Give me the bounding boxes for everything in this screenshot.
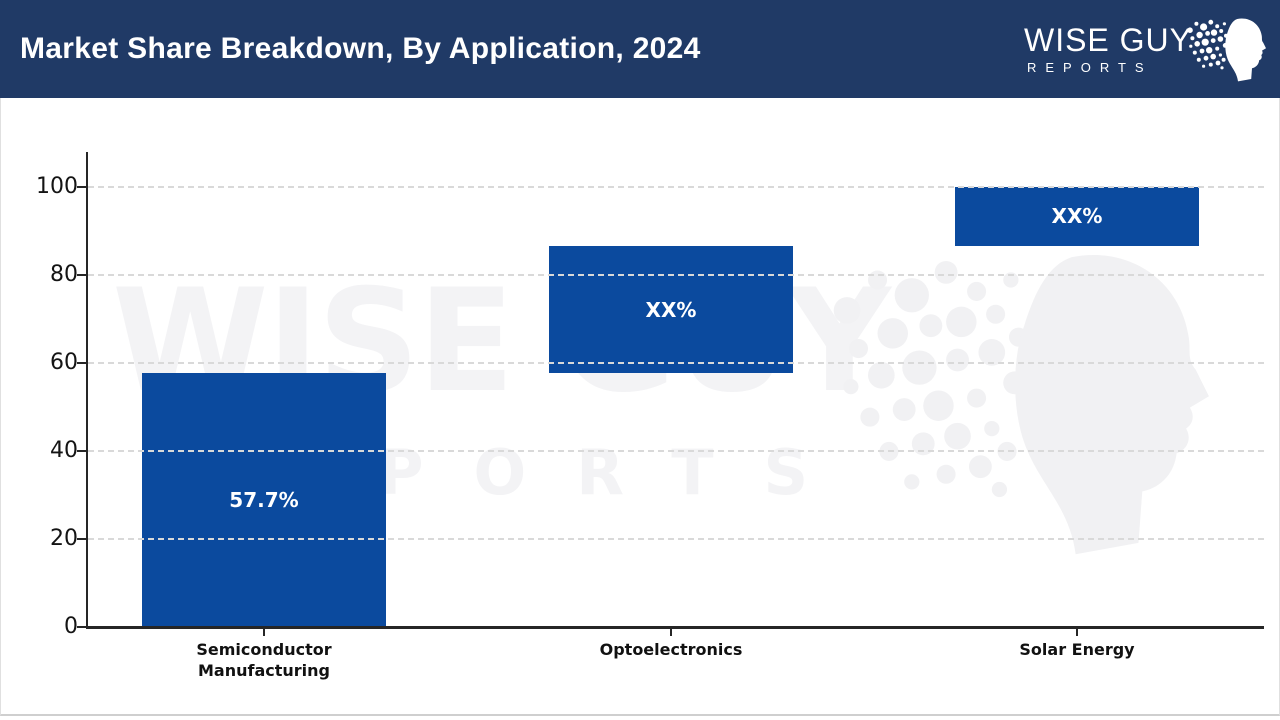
header-bar: Market Share Breakdown, By Application, … <box>0 0 1280 98</box>
x-tick-optoelectronics <box>670 628 672 636</box>
y-axis <box>86 152 88 628</box>
y-tick-label-40: 40 <box>50 438 78 463</box>
x-axis-label-semiconductor-manufacturing: Semiconductor Manufacturing <box>196 640 332 680</box>
gridline-100 <box>88 186 1264 188</box>
gridline-60 <box>88 362 1264 364</box>
x-axis-label-solar-energy: Solar Energy <box>1019 640 1135 659</box>
y-tick-label-20: 20 <box>50 526 78 551</box>
y-tick-80 <box>77 274 86 276</box>
logo-wordmark: WISE GUY <box>1023 22 1192 58</box>
y-tick-0 <box>77 626 86 628</box>
gridline-80 <box>88 274 1264 276</box>
gridline-20 <box>88 538 1264 540</box>
y-tick-100 <box>77 186 86 188</box>
bar-optoelectronics: XX% <box>549 245 793 374</box>
y-tick-40 <box>77 450 86 452</box>
gridline-40 <box>88 450 1264 452</box>
bar-value-label: XX% <box>1051 204 1103 229</box>
watermark-face-icon <box>833 254 1209 555</box>
y-tick-label-80: 80 <box>50 262 78 287</box>
y-tick-label-60: 60 <box>50 350 78 375</box>
y-tick-label-0: 0 <box>64 614 78 639</box>
x-tick-solar-energy <box>1076 628 1078 636</box>
bar-value-label: XX% <box>645 297 697 322</box>
x-axis <box>86 626 1264 629</box>
x-tick-semiconductor-manufacturing <box>263 628 265 636</box>
x-axis-label-optoelectronics: Optoelectronics <box>599 640 743 659</box>
page-title: Market Share Breakdown, By Application, … <box>20 32 701 65</box>
wiseguy-logo: WISE GUY REPORTS <box>1024 6 1270 92</box>
wiseguy-face-icon <box>1187 18 1266 82</box>
y-tick-60 <box>77 362 86 364</box>
bar-semiconductor-manufacturing: 57.7% <box>142 373 386 627</box>
bar-value-label: 57.7% <box>229 488 299 513</box>
y-tick-label-100: 100 <box>36 174 78 199</box>
y-tick-20 <box>77 538 86 540</box>
bar-solar-energy: XX% <box>955 187 1199 246</box>
logo-subtitle: REPORTS <box>1026 60 1153 75</box>
